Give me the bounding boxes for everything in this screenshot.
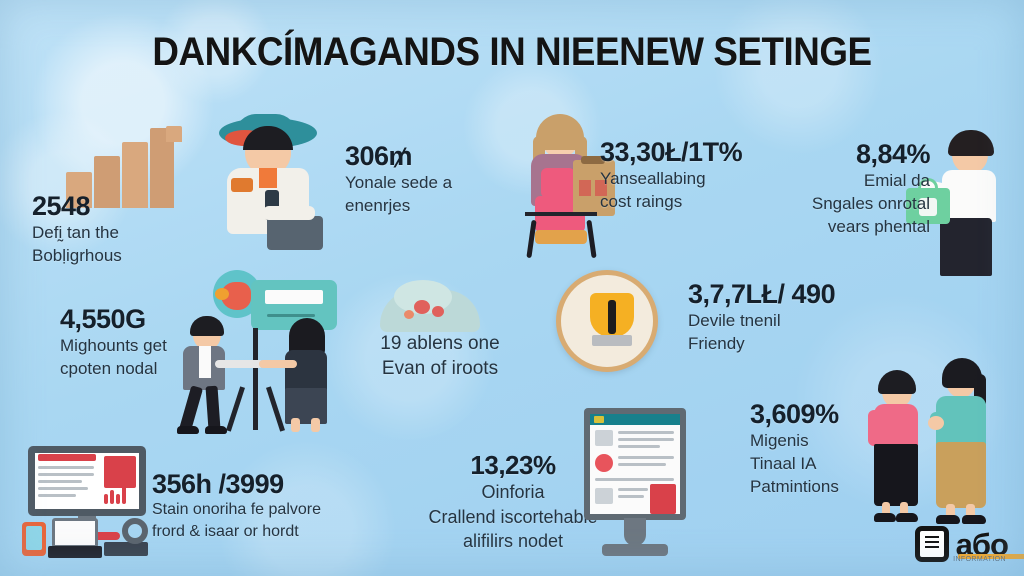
monitor-webpage-icon — [570, 408, 700, 566]
stat-label-line1: 19 ablens one — [380, 333, 500, 354]
stat-value: 4,550G — [60, 304, 146, 334]
globe-icon — [213, 270, 261, 318]
stat-label-line1: Yanseallabing — [600, 169, 706, 189]
lightbulb-badge-icon — [556, 270, 658, 372]
stat-label-line2: enenrjes — [345, 196, 411, 216]
stat-label-line3: alifilirs nodet — [462, 530, 564, 551]
stat-label-line3: Patmintions — [750, 477, 839, 497]
stat-label-line1: Yonale sede a — [345, 173, 453, 193]
stat-label-line1: Oinforia — [481, 482, 545, 503]
stat-value: 13,23% — [470, 450, 556, 480]
stat-label-line1: Emial da — [863, 171, 930, 191]
stat-label-line1: Stain onoriha fe palvore — [152, 501, 321, 519]
stat-value: 3,7,7LŁ/ 490 — [688, 279, 836, 309]
stat-label-line2: Friendy — [688, 334, 745, 354]
person-with-hat-icon — [205, 112, 335, 252]
stat-label-line2: cpoten nodal — [60, 359, 158, 379]
stat-label-line2: frord & isaar or hordt — [152, 523, 299, 541]
stat-friendly: 3,7,7LŁ/ 490 Devile tnenil Friendy — [688, 280, 908, 354]
presentation-board-icon — [175, 268, 355, 434]
stat-label-line1: Migenis — [750, 431, 809, 451]
logo-underline — [957, 553, 1024, 559]
desktop-document-icon — [14, 440, 154, 565]
stat-cost: 33,30Ł/1T% Yanseallabing cost raings — [600, 138, 810, 212]
shopping-bag-icon — [906, 178, 950, 224]
stat-value: 356h /3999 — [152, 469, 284, 499]
stat-tablets: 19 ablens one Evan of iroots — [340, 330, 540, 381]
stat-value: 33,30Ł/1T% — [600, 137, 743, 167]
stat-worker: 306₥ Yonale sede a enenrjes — [345, 142, 525, 216]
stat-stain: 356h /3999 Stain onoriha fe palvore fror… — [152, 470, 402, 542]
stat-label-line3: vears phental — [827, 217, 930, 237]
rock-crystal-icon — [380, 276, 480, 332]
stat-value: 3,609% — [750, 399, 839, 429]
document-icon — [914, 526, 949, 562]
stat-info: 13,23% Oinforia Crallend iscortehable al… — [398, 450, 628, 552]
stat-migrants: 4,550G Mighounts get cpoten nodal — [60, 305, 250, 379]
stat-value: 2548 — [32, 191, 91, 221]
bar-chart-steps-icon — [66, 126, 182, 208]
woman-on-stool-icon — [505, 112, 625, 260]
stat-value: 306₥ — [345, 141, 413, 171]
logo-tagline: INFORMATION — [953, 555, 1006, 563]
stat-label-line2: Evan of iroots — [381, 358, 499, 380]
stat-label-line1: Defḭ tan the — [32, 223, 119, 243]
stat-label-line2: Sngales onrotal — [811, 194, 930, 214]
stat-label-line2: Tinaal IA — [750, 454, 817, 474]
stat-label-line2: Bobḷigrhous — [32, 246, 122, 266]
two-women-talking-icon — [862, 358, 1024, 526]
stat-rental: 8,84% Emial da Sngales onrotal vears phe… — [810, 139, 931, 237]
stat-label-line1: Devile tnenil — [688, 311, 781, 331]
stat-payments: 3,609% Migenis Tinaal IA Patmintions — [750, 400, 900, 497]
stat-label-line2: Crallend iscortehable — [428, 506, 598, 527]
brand-logo[interactable]: aбo INFORMATION — [914, 526, 1024, 563]
page-title: DANKCÍMAGANDS IN NIEENEW SETINGE — [152, 30, 872, 74]
stat-label-line2: cost raings — [600, 192, 683, 212]
stat-value: 8,84% — [855, 139, 931, 169]
stat-label-line1: Mighounts get — [60, 336, 167, 356]
stat-steps: 2548 Defḭ tan the Bobḷigrhous — [32, 192, 212, 266]
man-with-bag-icon — [916, 128, 1024, 278]
